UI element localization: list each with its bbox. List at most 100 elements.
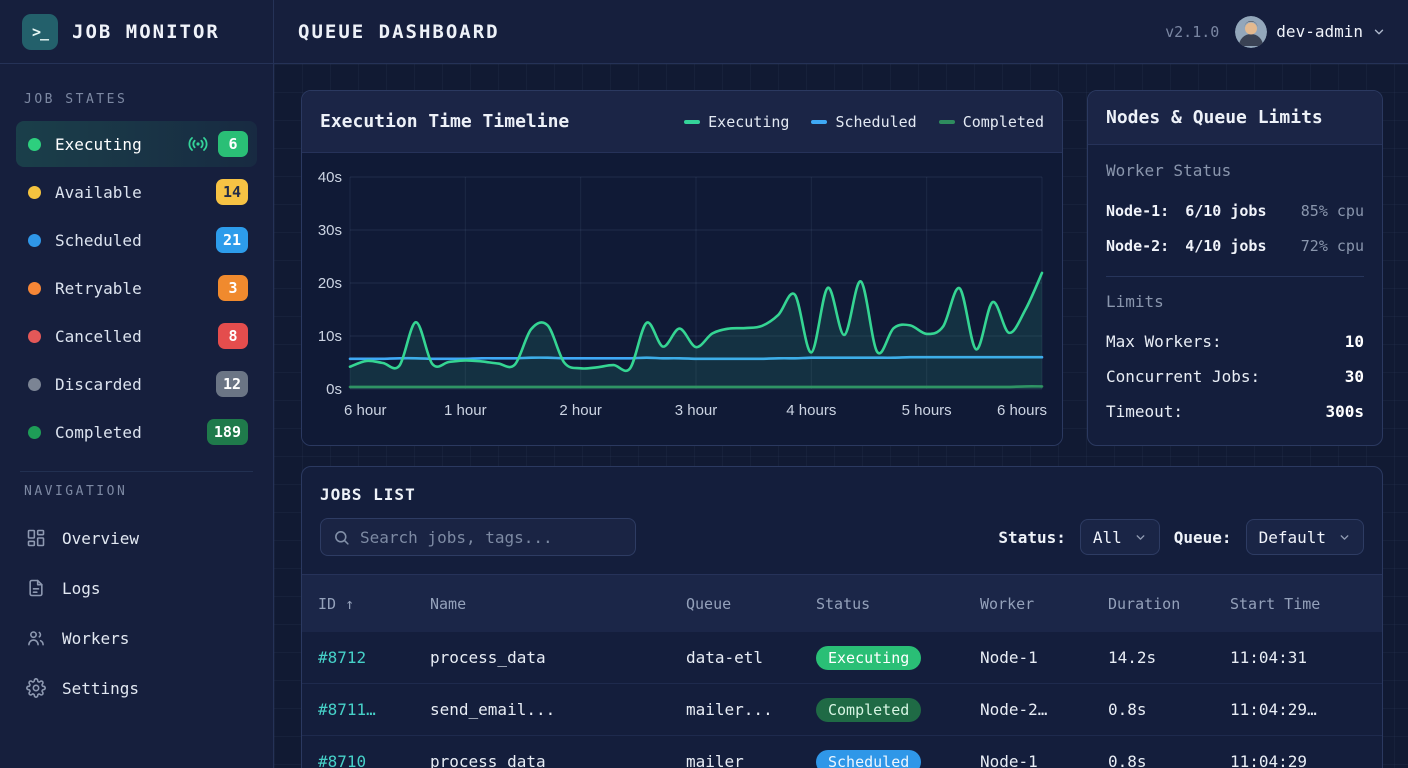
sidebar-state-discarded[interactable]: Discarded 12 <box>16 361 257 407</box>
chevron-down-icon <box>1338 531 1351 544</box>
worker-status-list: Node-1: 6/10 jobs 85% cpu Node-2: 4/10 jobs 7… <box>1106 193 1364 263</box>
nav-label: Overview <box>62 528 140 548</box>
job-queue: mailer <box>686 752 744 768</box>
state-count-badge: 189 <box>206 419 248 445</box>
sidebar-item-settings[interactable]: Settings <box>16 663 257 713</box>
state-count-badge: 3 <box>218 275 248 301</box>
jobs-card: JOBS LIST Status: All Queue: Default ID ↑ Na… <box>301 466 1383 768</box>
svg-text:20s: 20s <box>318 275 342 292</box>
svg-text:3 hour: 3 hour <box>675 402 718 419</box>
topbar-right: v2.1.0 dev-admin <box>1165 15 1386 48</box>
limits-list: Max Workers: 10 Concurrent Jobs: 30 Timeout:… <box>1106 324 1364 429</box>
select-value: Default <box>1258 527 1326 547</box>
topbar-main: QUEUE DASHBOARD v2.1.0 dev-admin <box>274 0 1408 63</box>
jobs-table-body: #8712 process_data data-etl Executing Node-1… <box>302 632 1382 768</box>
gear-icon <box>26 678 46 698</box>
sidebar-divider <box>20 471 253 472</box>
app-brand: >_ JOB MONITOR <box>0 0 274 63</box>
legend-item-executing: Executing <box>684 113 789 131</box>
job-queue: data-etl <box>686 648 764 667</box>
status-select[interactable]: All <box>1079 519 1160 555</box>
nav-label: Settings <box>62 678 140 698</box>
state-dot <box>28 233 41 247</box>
limit-row: Timeout: 300s <box>1106 394 1364 429</box>
table-row[interactable]: #8710 process_data mailer Scheduled Node-1 0.… <box>302 736 1382 768</box>
status-cell: Executing <box>816 645 980 670</box>
select-value: All <box>1092 527 1122 547</box>
nav-label: Logs <box>62 578 101 598</box>
svg-text:30s: 30s <box>318 222 342 239</box>
timeline-card: Execution Time Timeline Executing Schedul… <box>301 90 1063 446</box>
svg-text:10s: 10s <box>318 328 342 345</box>
worker-status-row: Node-2: 4/10 jobs 72% cpu <box>1106 228 1364 263</box>
state-label: Completed <box>55 422 142 442</box>
job-worker: Node-2… <box>980 700 1048 719</box>
nav-label: Workers <box>62 628 130 648</box>
legend-label: Executing <box>708 112 790 131</box>
navigation-list: Overview Logs Workers Settings <box>16 513 257 713</box>
column-header-status[interactable]: Status <box>816 594 871 613</box>
column-header-worker[interactable]: Worker <box>980 594 1035 613</box>
legend-swatch <box>938 119 955 124</box>
search-input[interactable] <box>360 527 623 547</box>
job-worker: Node-1 <box>980 648 1038 667</box>
limit-value: 10 <box>1344 332 1364 351</box>
state-label: Scheduled <box>55 230 142 250</box>
sidebar-item-overview[interactable]: Overview <box>16 513 257 563</box>
sidebar-state-scheduled[interactable]: Scheduled 21 <box>16 217 257 263</box>
sidebar-state-completed[interactable]: Completed 189 <box>16 409 257 455</box>
state-dot <box>28 281 41 295</box>
sidebar-state-retryable[interactable]: Retryable 3 <box>16 265 257 311</box>
node-cpu: 72% cpu <box>1300 236 1364 255</box>
column-header-start-time[interactable]: Start Time <box>1230 594 1321 613</box>
node-name: Node-2: <box>1106 236 1170 255</box>
search-icon <box>333 529 350 546</box>
sidebar-state-executing[interactable]: Executing 6 <box>16 121 257 167</box>
status-badge: Completed <box>816 697 922 722</box>
table-row[interactable]: #8712 process_data data-etl Executing Node-1… <box>302 632 1382 684</box>
column-header-queue[interactable]: Queue <box>686 594 732 613</box>
column-header-name[interactable]: Name <box>430 594 467 613</box>
job-id-link[interactable]: #8710 <box>318 752 367 768</box>
execution-time-chart: 0s 10s 20s 30s 40s 6 hour 1 hour 2 hour 3 hour 4 … <box>302 153 1062 445</box>
limit-label: Max Workers: <box>1106 332 1222 351</box>
table-row[interactable]: #8711… send_email... mailer... Completed Nod… <box>302 684 1382 736</box>
nodes-card-title: Nodes & Queue Limits <box>1106 107 1323 128</box>
main-content: Execution Time Timeline Executing Schedul… <box>274 64 1408 768</box>
job-name: process_data <box>430 648 546 667</box>
jobs-search[interactable] <box>320 518 636 556</box>
column-header-duration[interactable]: Duration <box>1108 594 1181 613</box>
sidebar-item-logs[interactable]: Logs <box>16 563 257 613</box>
state-label: Cancelled <box>55 326 142 346</box>
column-header-id[interactable]: ID ↑ <box>318 594 355 613</box>
node-cpu: 85% cpu <box>1300 201 1364 220</box>
terminal-icon: >_ <box>22 13 58 50</box>
topbar: >_ JOB MONITOR QUEUE DASHBOARD v2.1.0 de… <box>0 0 1408 64</box>
node-jobs: 4/10 jobs <box>1185 236 1267 255</box>
job-duration: 0.8s <box>1108 752 1147 768</box>
legend-item-completed: Completed <box>938 113 1044 131</box>
state-dot <box>28 137 41 151</box>
state-dot <box>28 377 41 391</box>
state-dot <box>28 425 41 439</box>
job-states-header: JOB STATES <box>24 92 128 107</box>
state-count-badge: 21 <box>215 227 248 253</box>
user-menu[interactable]: dev-admin <box>1235 15 1386 48</box>
svg-text:40s: 40s <box>318 169 342 186</box>
svg-text:4 hours: 4 hours <box>786 402 836 419</box>
job-id-link[interactable]: #8711… <box>318 700 376 719</box>
state-label: Discarded <box>55 374 142 394</box>
state-count-badge: 14 <box>215 179 248 205</box>
queue-select[interactable]: Default <box>1245 519 1364 555</box>
job-duration: 0.8s <box>1108 700 1147 719</box>
job-duration: 14.2s <box>1108 648 1157 667</box>
chart-legend: Executing Scheduled Completed <box>684 113 1044 131</box>
job-id-link[interactable]: #8712 <box>318 648 367 667</box>
sidebar-state-cancelled[interactable]: Cancelled 8 <box>16 313 257 359</box>
legend-label: Scheduled <box>835 112 917 131</box>
worker-status-header: Worker Status <box>1106 161 1232 180</box>
nodes-divider <box>1106 276 1364 277</box>
users-icon <box>26 628 46 648</box>
sidebar-state-available[interactable]: Available 14 <box>16 169 257 215</box>
sidebar-item-workers[interactable]: Workers <box>16 613 257 663</box>
